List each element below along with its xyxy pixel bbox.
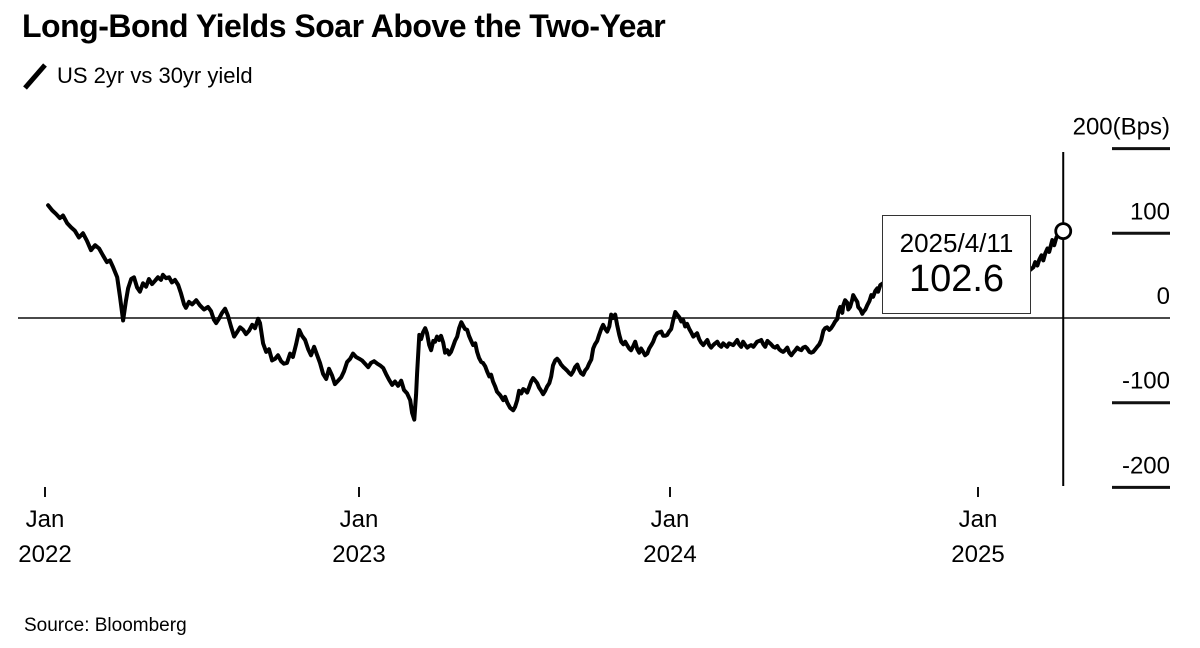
x-axis-label-year: 2025 — [951, 541, 1004, 568]
x-axis-label-month: Jan — [959, 506, 998, 533]
legend-label: US 2yr vs 30yr yield — [57, 63, 253, 88]
x-axis-label-month: Jan — [340, 506, 379, 533]
line-series-legend-icon — [23, 63, 47, 90]
x-axis-label-year: 2024 — [643, 541, 696, 568]
y-axis-label: 0 — [1157, 283, 1170, 310]
y-axis-label: 200(Bps) — [1073, 114, 1170, 141]
y-axis-label: 100 — [1130, 198, 1170, 225]
y-axis-label: -100 — [1122, 368, 1170, 395]
callout-value: 102.6 — [908, 257, 1005, 300]
y-axis-label: -200 — [1122, 452, 1170, 479]
x-axis-label-month: Jan — [651, 506, 690, 533]
legend: US 2yr vs 30yr yield — [22, 62, 253, 90]
last-point-marker — [1054, 222, 1073, 240]
x-axis-label-year: 2023 — [332, 541, 385, 568]
chart-title: Long-Bond Yields Soar Above the Two-Year — [22, 8, 666, 44]
x-axis-label-month: Jan — [26, 506, 65, 533]
yield-spread-line — [46, 203, 1066, 422]
callout-date: 2025/4/11 — [899, 227, 1014, 258]
x-axis-label-year: 2022 — [18, 541, 71, 568]
last-value-callout: 2025/4/11 102.6 — [882, 215, 1031, 314]
source-credit: Source: Bloomberg — [24, 615, 187, 636]
